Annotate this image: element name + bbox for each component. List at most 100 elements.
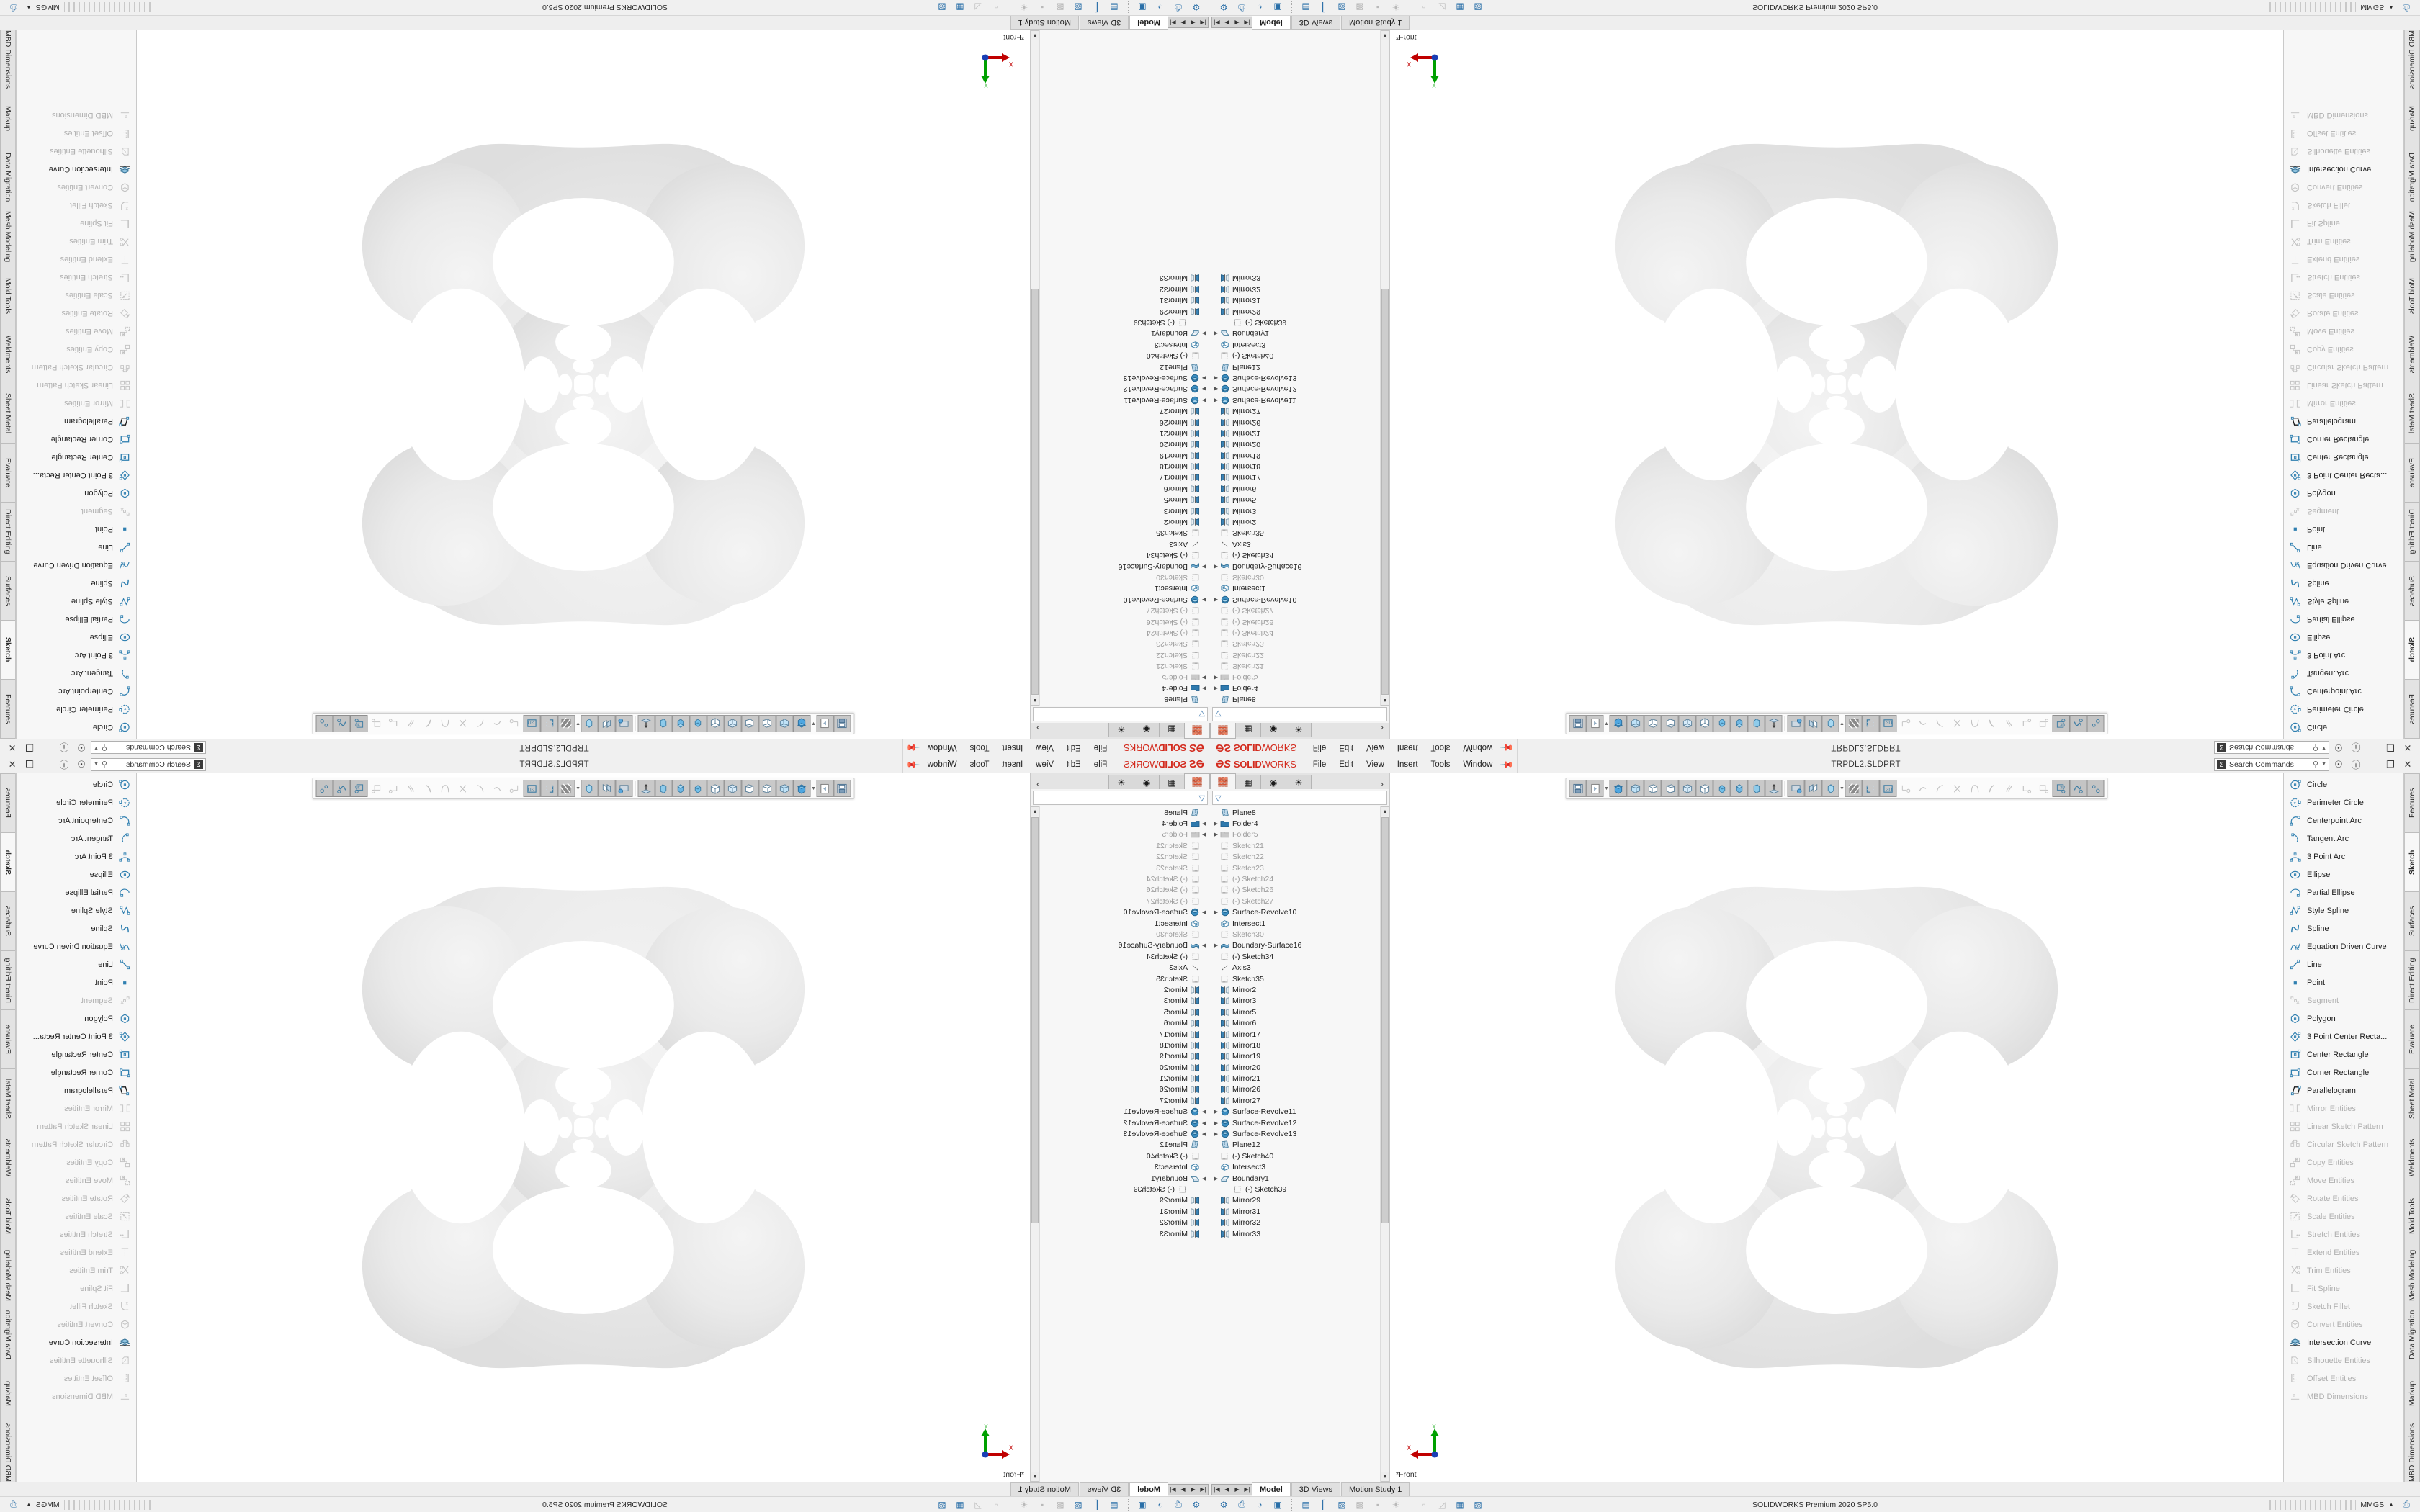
normal-to-button[interactable]: [1765, 780, 1783, 797]
command-tab-mesh-modeling[interactable]: Mesh Modeling: [2405, 207, 2420, 266]
minimize-icon[interactable]: –: [44, 742, 50, 753]
sketch-tool-polygon[interactable]: Polygon: [2284, 1009, 2403, 1027]
feature-tree-node[interactable]: Axis3: [1210, 539, 1389, 549]
feature-tree-node[interactable]: Axis3: [1031, 962, 1210, 973]
view-back-button[interactable]: [758, 715, 776, 732]
sketch-tool-perimeter-circle[interactable]: × Perimeter Circle: [2284, 793, 2403, 811]
sketch-tool-parallelogram[interactable]: Parallelogram: [2284, 413, 2403, 431]
expand-arrow-icon[interactable]: ▶: [1214, 674, 1219, 680]
view-isometric-button[interactable]: [672, 715, 690, 732]
magnifier-icon[interactable]: ⚲: [101, 760, 107, 769]
view-isometric-button[interactable]: [1730, 780, 1748, 797]
command-tab-mesh-modeling[interactable]: Mesh Modeling: [0, 207, 15, 266]
search-input[interactable]: Σ Search Commands ⚲ ▼: [91, 757, 206, 771]
walkthrough-icon[interactable]: ◿: [1438, 2, 1446, 13]
units-label[interactable]: MMGS: [2360, 3, 2385, 12]
sketch-tool-perimeter-circle[interactable]: × Perimeter Circle: [17, 793, 136, 811]
first-tab-button[interactable]: |◀: [1211, 1483, 1222, 1495]
normal-to-button[interactable]: [1765, 715, 1783, 732]
sketch-tool-three-point-arc[interactable]: 3 Point Arc: [2284, 847, 2403, 865]
feature-tree-node[interactable]: ▶ Boundary-Surface16: [1031, 561, 1210, 572]
view-sketches-button[interactable]: [1949, 715, 1966, 732]
feature-tree-node[interactable]: ▶ Surface-Revolve12: [1031, 384, 1210, 395]
render-icon[interactable]: ▦: [956, 1499, 964, 1510]
view-settings-button[interactable]: [581, 715, 599, 732]
feature-tree-node[interactable]: ▶ Folder5: [1031, 672, 1210, 683]
hide-show-items-button[interactable]: [557, 715, 575, 732]
sketch-tool-tangent-arc[interactable]: Tangent Arc: [17, 665, 136, 683]
view-points-button[interactable]: [1966, 715, 1984, 732]
feature-tree-node[interactable]: Mirror26: [1031, 1084, 1210, 1095]
sensor-icon[interactable]: ⎡: [1322, 1499, 1326, 1510]
command-tab-weldments[interactable]: Weldments: [2405, 1128, 2420, 1187]
view-3dsketch-button[interactable]: 3D: [2052, 780, 2070, 797]
rebuild-status-icon[interactable]: ⚙: [1219, 1499, 1228, 1510]
view-right-button[interactable]: [724, 780, 742, 797]
next-tab-button[interactable]: ▶: [1178, 17, 1188, 29]
feature-tree-node[interactable]: Plane12: [1210, 1140, 1389, 1151]
menu-item-file[interactable]: File: [1312, 743, 1327, 752]
previous-tab-button[interactable]: ◀: [1222, 17, 1232, 29]
feature-tree-node[interactable]: Mirror6: [1031, 1017, 1210, 1028]
feature-tree-node[interactable]: Mirror32: [1210, 1217, 1389, 1228]
feature-tree-node[interactable]: (-) Sketch40: [1031, 351, 1210, 361]
sensor-icon[interactable]: ⎡: [1094, 1499, 1098, 1510]
view-isometric-button[interactable]: [672, 780, 690, 797]
feature-tree-node[interactable]: Mirror5: [1210, 495, 1389, 505]
sketch-tool-line[interactable]: Line: [17, 955, 136, 973]
units-caret[interactable]: ▲: [2388, 1501, 2394, 1508]
view-back-button[interactable]: [758, 780, 776, 797]
view-spline-button[interactable]: [333, 780, 351, 797]
feature-tree-node[interactable]: Mirror19: [1031, 450, 1210, 461]
feature-tree-node[interactable]: (-) Sketch39: [1031, 1184, 1210, 1194]
scroll-down-arrow[interactable]: ▼: [1031, 1472, 1039, 1482]
camera-icon[interactable]: ▫: [1422, 2, 1426, 13]
display-manager-tab[interactable]: ☀: [1286, 775, 1312, 789]
zoom-to-area-button[interactable]: [816, 715, 834, 732]
view-sketches-button[interactable]: [454, 715, 472, 732]
feature-tree-node[interactable]: Sketch21: [1210, 660, 1389, 671]
graphics-area[interactable]: ▼ ▼ 3D: [137, 30, 1030, 739]
rebuild-status-icon[interactable]: ⚙: [1192, 1499, 1201, 1510]
feature-tree-node[interactable]: (-) Sketch40: [1210, 1151, 1389, 1161]
sketch-tool-corner-rectangle[interactable]: Corner Rectangle: [2284, 1063, 2403, 1081]
feature-tree-scrollbar[interactable]: ▲ ▼: [1380, 806, 1389, 1482]
expand-arrow-icon[interactable]: ▶: [1214, 1120, 1219, 1126]
configuration-manager-tab[interactable]: ◉: [1260, 723, 1286, 737]
feature-tree-node[interactable]: Mirror2: [1031, 516, 1210, 527]
user-account-icon[interactable]: ☉: [2334, 742, 2343, 754]
search-input[interactable]: Σ Search Commands ⚲ ▼: [91, 741, 206, 755]
feature-tree-scrollbar[interactable]: ▲ ▼: [1380, 30, 1389, 706]
expand-arrow-icon[interactable]: ▶: [1201, 674, 1206, 680]
expand-arrow-icon[interactable]: ▶: [1214, 1176, 1219, 1182]
feature-tree-node[interactable]: Sketch22: [1210, 649, 1389, 660]
command-tab-mbd-dimensions[interactable]: MBD Dimensions: [2405, 30, 2420, 89]
expand-arrow-icon[interactable]: ▶: [1201, 397, 1206, 402]
view-top-button[interactable]: [707, 715, 725, 732]
view-orientation-button[interactable]: [793, 780, 811, 797]
user-account-icon[interactable]: ☉: [77, 742, 86, 754]
command-tab-mold-tools[interactable]: Mold Tools: [0, 1187, 15, 1246]
mass-properties-icon[interactable]: ▣: [1273, 2, 1282, 13]
sketch-tool-three-point-arc[interactable]: 3 Point Arc: [17, 647, 136, 665]
feature-tree-node[interactable]: Intersect1: [1031, 583, 1210, 594]
minimize-icon[interactable]: –: [2370, 759, 2376, 770]
apply-scene-button[interactable]: 3D: [1879, 715, 1897, 732]
view-points-button[interactable]: [437, 715, 454, 732]
chevron-right-icon[interactable]: ›: [1380, 723, 1384, 734]
feature-tree-node[interactable]: (-) Sketch26: [1031, 885, 1210, 896]
tree-filter-input[interactable]: ▽: [1212, 791, 1387, 805]
normal-to-button[interactable]: [637, 715, 655, 732]
scrollbar-thumb[interactable]: [1381, 817, 1389, 1224]
menu-item-window[interactable]: Window: [927, 743, 957, 752]
view-spline-button[interactable]: [2069, 715, 2087, 732]
sketch-tool-style-spline[interactable]: Style Spline: [2284, 593, 2403, 611]
tab-model[interactable]: Model: [1252, 16, 1291, 30]
view-routing-button[interactable]: [403, 780, 420, 797]
model-viewport[interactable]: [137, 773, 1030, 1482]
view-bottom-button[interactable]: [1713, 715, 1731, 732]
view-origins-button[interactable]: [1984, 715, 2001, 732]
lights-icon[interactable]: ☀: [1392, 2, 1400, 13]
view-front-button[interactable]: [1626, 780, 1644, 797]
previous-tab-button[interactable]: ◀: [1222, 1483, 1232, 1495]
